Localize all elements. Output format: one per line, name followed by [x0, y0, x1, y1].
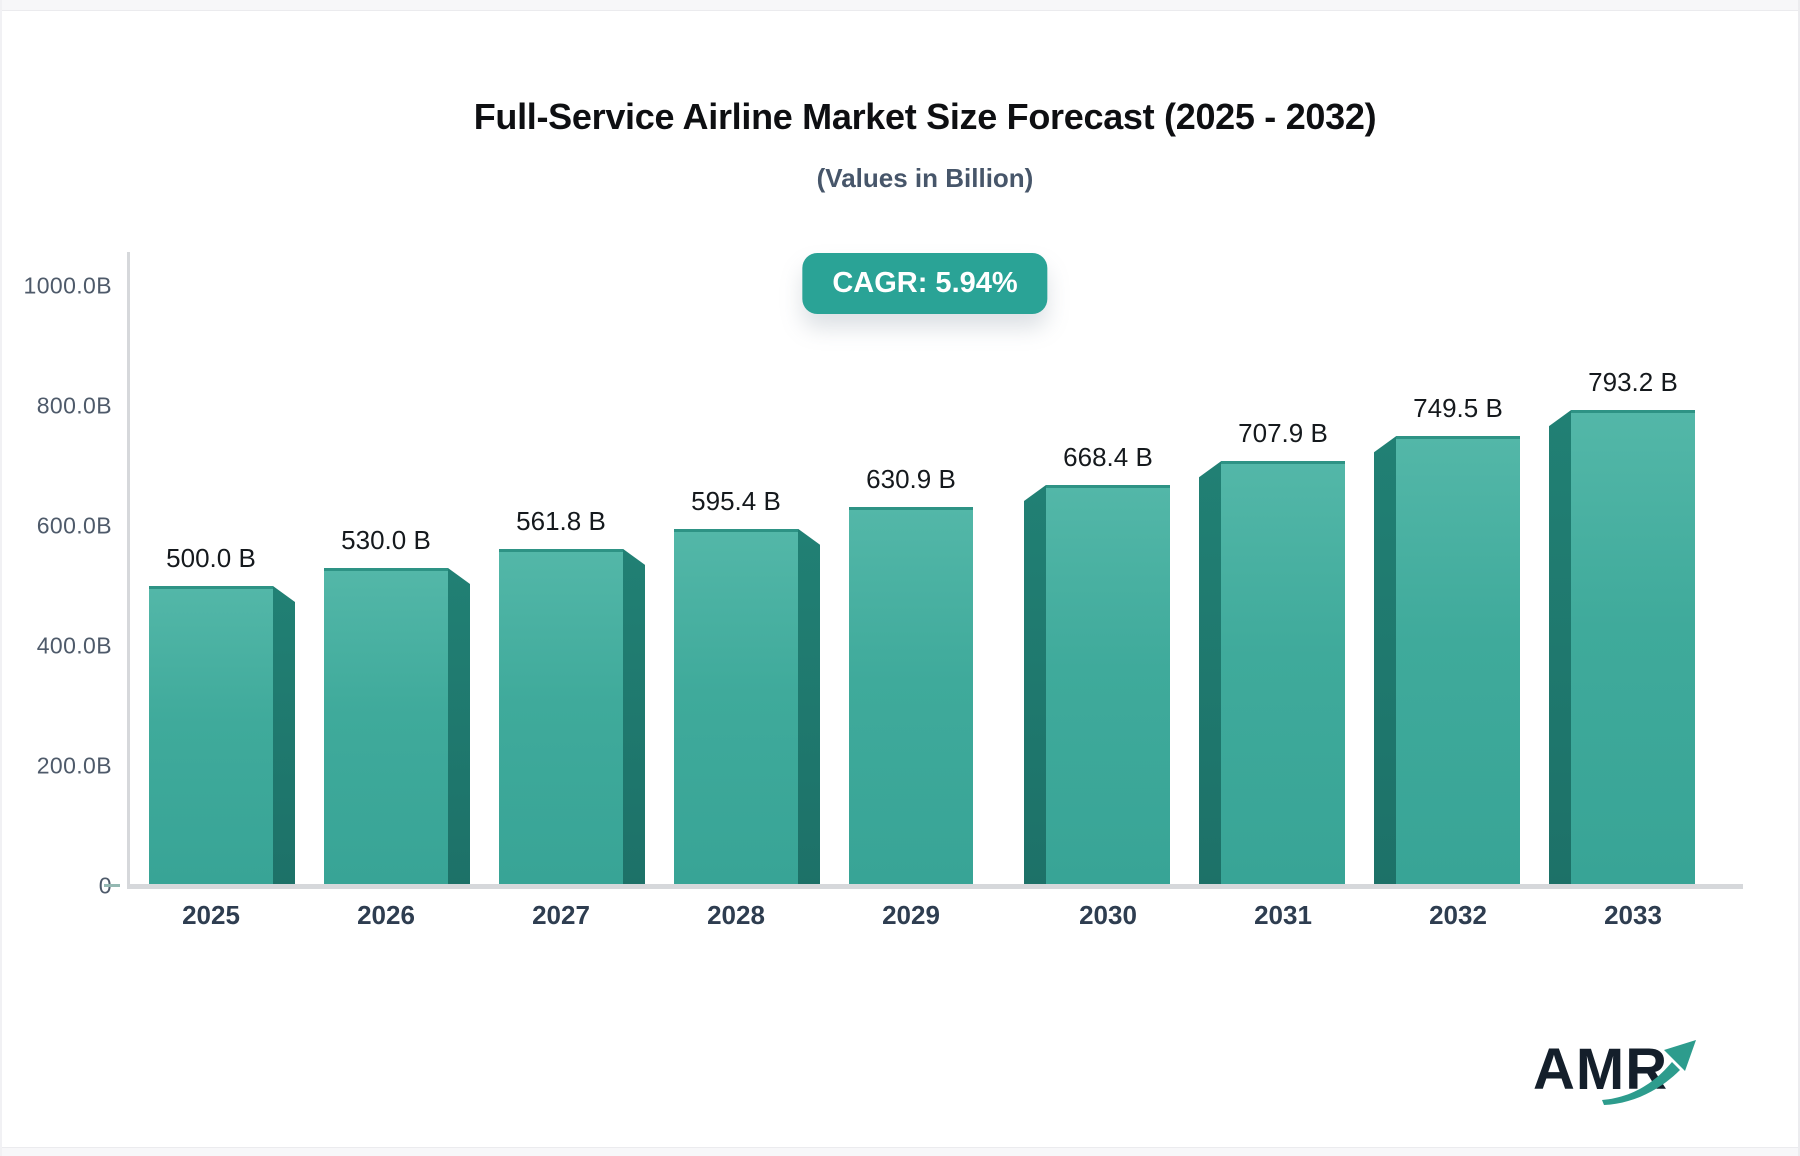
bar-2030 [1046, 484, 1170, 888]
y-tick-label: 400.0B [36, 632, 112, 659]
bar-2027 [499, 548, 623, 888]
bar-value-label: 707.9 B [1238, 418, 1328, 449]
bar-side-2033 [1549, 410, 1571, 888]
y-tick-label: 200.0B [36, 752, 112, 779]
y-tick-label: 1000.0B [23, 272, 112, 299]
y-tick-label: 800.0B [36, 392, 112, 419]
y-tick-label: 600.0B [36, 512, 112, 539]
x-tick-label: 2030 [1079, 900, 1137, 930]
bar-side-2031 [1199, 461, 1221, 888]
top-edge-strip [0, 0, 1800, 11]
right-edge-strip [1798, 0, 1800, 1156]
x-tick-label: 2026 [357, 900, 415, 930]
bar-side-2030 [1024, 484, 1046, 888]
bar-value-label: 793.2 B [1588, 367, 1678, 398]
bar-side-2026 [448, 568, 470, 888]
chart-subtitle: (Values in Billion) [816, 163, 1034, 193]
x-tick-label: 2033 [1604, 900, 1662, 930]
x-tick-label: 2029 [882, 900, 940, 930]
left-edge-strip [0, 0, 2, 1156]
x-tick-label: 2028 [707, 900, 765, 930]
x-axis-line [127, 884, 1743, 889]
bar-2026 [324, 568, 448, 888]
bar-value-label: 630.9 B [866, 464, 956, 495]
bar-side-2028 [798, 528, 820, 888]
bar-2031 [1221, 461, 1345, 888]
bar-2028 [674, 528, 798, 888]
y-axis-line [127, 252, 130, 889]
bar-2032 [1396, 436, 1520, 888]
bar-side-2027 [623, 548, 645, 888]
bar-side-2032 [1374, 436, 1396, 888]
growth-arrow-icon [1602, 1040, 1696, 1105]
chart-title: Full-Service Airline Market Size Forecas… [473, 96, 1377, 137]
bar-value-label: 749.5 B [1413, 393, 1503, 424]
bar-2033 [1571, 410, 1695, 888]
bottom-edge-strip [0, 1147, 1800, 1156]
bar-value-label: 595.4 B [691, 485, 781, 516]
cagr-badge-label: CAGR: 5.94% [832, 267, 1018, 299]
amr-logo: AMR [1500, 1030, 1745, 1145]
bar-side-2025 [273, 586, 295, 888]
zero-tick-dash [104, 884, 120, 887]
cagr-badge: CAGR: 5.94% [802, 253, 1048, 314]
bar-value-label: 668.4 B [1063, 441, 1153, 472]
x-tick-label: 2031 [1254, 900, 1312, 930]
bar-value-label: 530.0 B [341, 525, 431, 555]
bar-value-label: 500.0 B [166, 543, 256, 573]
bar-2029 [849, 507, 973, 888]
y-tick-label: 0 [0, 873, 112, 900]
bar-2025 [149, 586, 273, 888]
x-tick-label: 2027 [532, 900, 590, 930]
x-tick-label: 2025 [182, 900, 240, 930]
bar-value-label: 561.8 B [516, 505, 606, 536]
x-tick-label: 2032 [1429, 900, 1487, 930]
